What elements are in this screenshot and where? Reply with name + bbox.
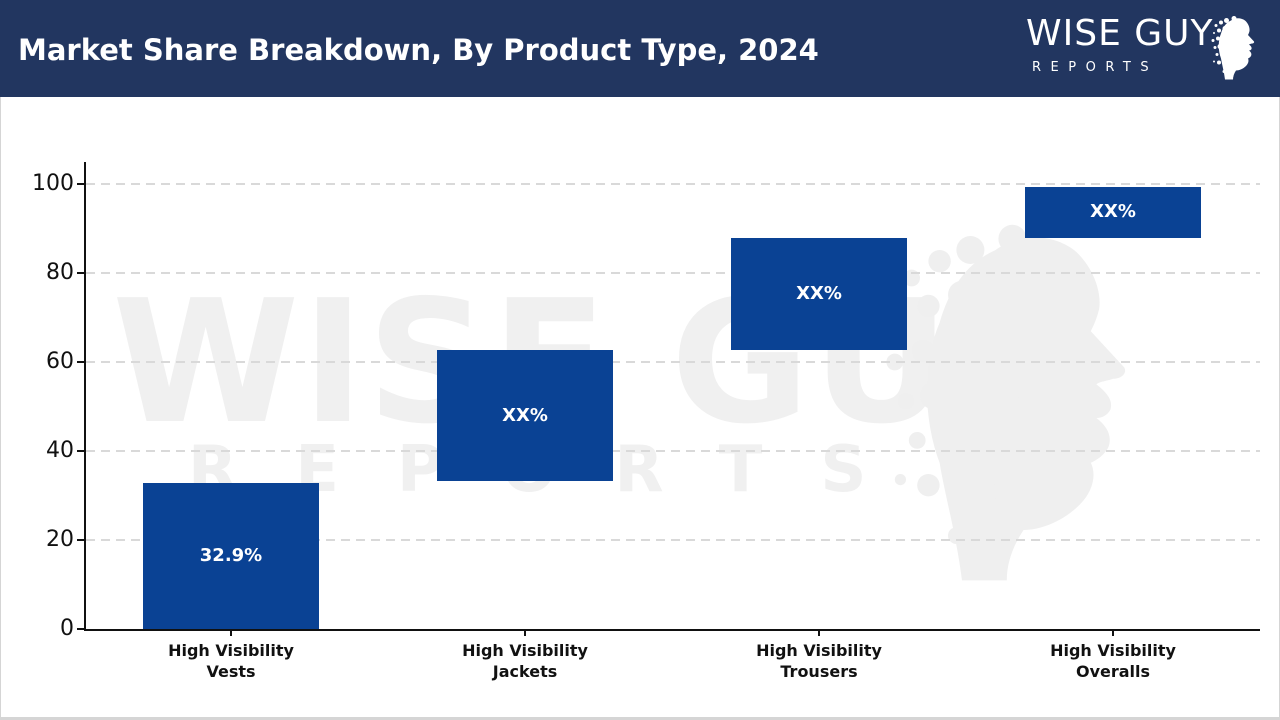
gridline-40 bbox=[86, 450, 1260, 452]
x-category-label-line: Trousers bbox=[780, 662, 858, 681]
y-tick-40 bbox=[77, 450, 84, 452]
wiseguy-logo: WISE GUY REPORTS bbox=[1026, 0, 1266, 97]
logo-reports-text: REPORTS bbox=[1032, 60, 1159, 75]
y-tick-20 bbox=[77, 539, 84, 541]
y-tick-60 bbox=[77, 361, 84, 363]
header-bar: Market Share Breakdown, By Product Type,… bbox=[0, 0, 1280, 97]
y-axis-line bbox=[84, 162, 86, 631]
gridline-60 bbox=[86, 361, 1260, 363]
y-tick-label-80: 80 bbox=[46, 260, 74, 285]
bar-1 bbox=[437, 349, 613, 482]
x-tick-3 bbox=[1112, 629, 1114, 636]
chart-title: Market Share Breakdown, By Product Type,… bbox=[18, 33, 819, 67]
x-tick-1 bbox=[524, 629, 526, 636]
y-tick-label-40: 40 bbox=[46, 438, 74, 463]
x-category-label-line: High Visibility bbox=[462, 641, 588, 660]
bar-value-label-3: XX% bbox=[1090, 201, 1136, 223]
x-category-label-line: Jackets bbox=[492, 662, 558, 681]
logo-wordmark: WISE GUY bbox=[1026, 13, 1214, 54]
y-tick-label-60: 60 bbox=[46, 349, 74, 374]
x-category-label-line: Overalls bbox=[1075, 662, 1151, 681]
frame-border-bottom bbox=[0, 717, 1280, 720]
bar-value-label-0: 32.9% bbox=[199, 544, 263, 566]
x-category-label-1: High Visibility Jackets bbox=[405, 640, 645, 682]
frame-border-left bbox=[0, 97, 1, 720]
wiseguy-face-icon bbox=[1211, 16, 1255, 80]
x-tick-2 bbox=[818, 629, 820, 636]
x-category-label-line: High Visibility bbox=[168, 641, 294, 660]
y-tick-label-20: 20 bbox=[46, 527, 74, 552]
gridline-80 bbox=[86, 272, 1260, 274]
y-tick-label-0: 0 bbox=[60, 616, 74, 641]
bar-value-label-1: XX% bbox=[502, 404, 548, 426]
x-category-label-3: High Visibility Overalls bbox=[993, 640, 1233, 682]
y-tick-80 bbox=[77, 272, 84, 274]
gridline-20 bbox=[86, 539, 1260, 541]
y-tick-100 bbox=[77, 183, 84, 185]
y-tick-0 bbox=[77, 628, 84, 630]
bar-value-label-2: XX% bbox=[796, 282, 842, 304]
x-category-label-line: Vests bbox=[206, 662, 256, 681]
x-category-label-line: High Visibility bbox=[1050, 641, 1176, 660]
gridline-100 bbox=[86, 183, 1260, 185]
x-tick-0 bbox=[230, 629, 232, 636]
x-category-label-2: High Visibility Trousers bbox=[699, 640, 939, 682]
x-category-label-0: High Visibility Vests bbox=[111, 640, 351, 682]
y-tick-label-100: 100 bbox=[32, 171, 74, 196]
x-axis-line bbox=[84, 629, 1260, 631]
x-category-label-line: High Visibility bbox=[756, 641, 882, 660]
bar-2 bbox=[731, 237, 907, 350]
bar-0 bbox=[143, 482, 319, 629]
